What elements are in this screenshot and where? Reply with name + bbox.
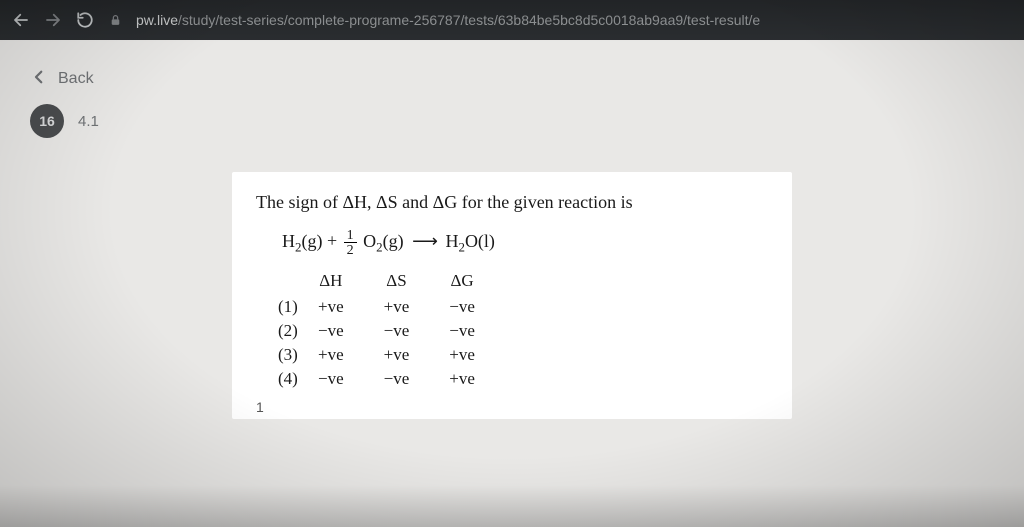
eq-h2o: H2O(l) bbox=[445, 231, 494, 251]
question-pager: 1 bbox=[256, 399, 264, 415]
option-index: (3) bbox=[274, 343, 314, 367]
question-number: 16 bbox=[39, 113, 55, 129]
chevron-left-icon[interactable] bbox=[30, 68, 48, 90]
question-equation: H2(g) + 1 2 O2(g) ⟶ H2O(l) bbox=[256, 228, 768, 257]
back-label[interactable]: Back bbox=[58, 70, 94, 88]
option-cell: +ve bbox=[314, 343, 380, 367]
option-row[interactable]: (1) +ve +ve −ve bbox=[274, 295, 511, 319]
option-index: (2) bbox=[274, 319, 314, 343]
eq-half: 1 2 bbox=[344, 228, 357, 257]
options-header: ΔH ΔS ΔG bbox=[274, 269, 511, 295]
option-index: (1) bbox=[274, 295, 314, 319]
page-surface: Back 16 4.1 The sign of ΔH, ΔS and ΔG fo… bbox=[0, 40, 1024, 527]
lock-icon bbox=[108, 13, 122, 27]
option-row[interactable]: (4) −ve −ve +ve bbox=[274, 367, 511, 391]
col-dh: ΔH bbox=[314, 269, 380, 295]
url-path: /study/test-series/complete-programe-256… bbox=[178, 12, 760, 28]
browser-chrome: pw.live/study/test-series/complete-progr… bbox=[0, 0, 1024, 40]
col-ds: ΔS bbox=[380, 269, 446, 295]
question-number-badge: 16 bbox=[30, 104, 64, 138]
option-cell: −ve bbox=[380, 319, 446, 343]
option-cell: +ve bbox=[314, 295, 380, 319]
option-cell: +ve bbox=[445, 343, 511, 367]
question-card: The sign of ΔH, ΔS and ΔG for the given … bbox=[232, 172, 792, 419]
option-cell: −ve bbox=[314, 367, 380, 391]
question-subject-code: 4.1 bbox=[78, 113, 99, 130]
option-cell: +ve bbox=[445, 367, 511, 391]
forward-icon bbox=[44, 11, 62, 29]
option-cell: −ve bbox=[445, 319, 511, 343]
option-cell: −ve bbox=[314, 319, 380, 343]
question-meta: 16 4.1 bbox=[0, 98, 1024, 148]
option-cell: +ve bbox=[380, 295, 446, 319]
url-host: pw.live bbox=[136, 12, 178, 28]
question-prompt: The sign of ΔH, ΔS and ΔG for the given … bbox=[256, 190, 768, 214]
options-table: ΔH ΔS ΔG (1) +ve +ve −ve (2) −ve −ve −ve… bbox=[274, 269, 511, 391]
option-row[interactable]: (2) −ve −ve −ve bbox=[274, 319, 511, 343]
eq-plus: + bbox=[327, 231, 337, 251]
option-row[interactable]: (3) +ve +ve +ve bbox=[274, 343, 511, 367]
back-row: Back bbox=[0, 40, 1024, 98]
eq-h2: H2(g) bbox=[282, 231, 322, 251]
reload-icon[interactable] bbox=[76, 11, 94, 29]
col-dg: ΔG bbox=[445, 269, 511, 295]
address-bar[interactable]: pw.live/study/test-series/complete-progr… bbox=[136, 12, 1012, 28]
back-icon[interactable] bbox=[12, 11, 30, 29]
option-cell: −ve bbox=[380, 367, 446, 391]
option-cell: +ve bbox=[380, 343, 446, 367]
option-index: (4) bbox=[274, 367, 314, 391]
eq-o2: O2(g) bbox=[363, 231, 403, 251]
option-cell: −ve bbox=[445, 295, 511, 319]
eq-arrow: ⟶ bbox=[412, 231, 437, 252]
